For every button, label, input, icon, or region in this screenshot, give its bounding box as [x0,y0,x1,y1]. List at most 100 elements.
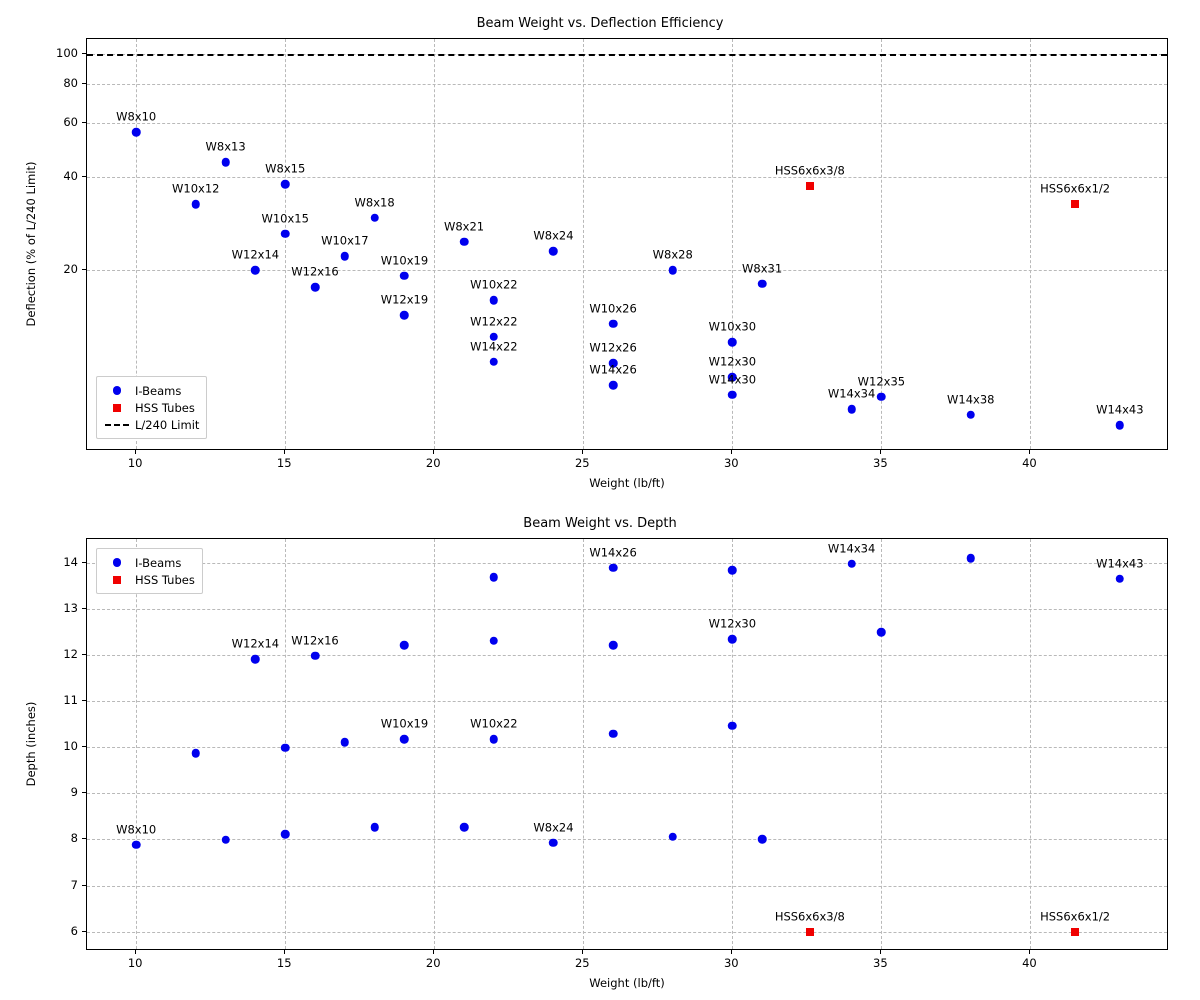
data-point [1115,420,1125,430]
gridline-horizontal [87,270,1167,272]
point-label: W10x22 [470,277,518,292]
point-label: W10x26 [589,301,637,316]
gridline-vertical [583,39,585,449]
point-label: W8x31 [742,261,783,276]
y-tick-label: 60 [63,114,78,129]
y-tick-mark [82,930,86,932]
data-point [489,357,499,367]
data-point [1071,200,1080,209]
x-tick-mark [731,950,733,954]
x-tick-mark [135,450,137,454]
y-axis-title-top: Deflection (% of L/240 Limit) [24,161,38,327]
circle-marker-icon [112,386,122,395]
x-tick-mark [1029,450,1031,454]
y-tick-mark [82,176,86,178]
data-point [221,835,230,845]
data-point [608,358,618,368]
point-label: W12x22 [470,314,518,329]
limit-line-l240 [87,54,1167,57]
y-tick-mark [82,884,86,886]
data-point [1115,574,1125,583]
data-point [370,213,379,222]
legend-marker-circle [104,386,130,395]
point-label: W8x18 [354,195,395,210]
gridline-horizontal [87,122,1167,124]
data-point [489,636,499,646]
data-point [966,554,976,563]
legend-row: L/240 Limit [104,416,199,433]
point-label: W12x30 [708,354,757,369]
data-point [847,404,856,414]
x-tick-label: 35 [873,456,888,470]
data-point [728,337,737,347]
x-tick-label: 40 [1022,456,1037,470]
y-tick-label: 100 [56,46,78,61]
data-point [280,229,290,239]
data-point [877,392,886,401]
plot-area-bottom: W8x10 W12x14 W12x16 W10x19 W10x22 W8x24 W14x26… [86,538,1168,950]
x-tick-mark [135,950,137,954]
data-point [608,641,618,650]
gridline-vertical [732,539,734,949]
data-point [251,265,260,275]
point-label: W10x22 [470,716,518,731]
point-label: W14x30 [708,372,757,387]
y-tick-mark [82,53,86,55]
point-label: W12x19 [380,292,429,307]
square-marker-icon [113,403,121,412]
y-tick-label: 14 [63,554,78,569]
point-label: W12x16 [291,633,339,648]
legend-row: I-Beams [104,382,199,399]
y-tick-mark [82,269,86,271]
x-tick-mark [880,450,882,454]
data-point [251,655,260,664]
point-label: W14x43 [1096,402,1144,417]
data-point [728,373,737,382]
data-point [757,279,767,288]
gridline-horizontal [87,562,1167,564]
gridline-vertical [434,539,436,949]
gridline-vertical [1030,39,1032,449]
y-tick-mark [82,792,86,794]
gridline-vertical [434,39,436,449]
point-label: W10x30 [708,319,757,334]
data-point [191,749,201,758]
data-point [280,179,290,189]
data-point [489,332,499,341]
point-label: HSS6x6x3/8 [774,909,845,924]
data-point [400,271,409,280]
y-tick-label: 9 [70,785,78,800]
x-tick-mark [433,950,435,954]
data-point [280,830,290,839]
legend-bottom[interactable]: I-Beams HSS Tubes [96,548,203,594]
x-axis-title-bottom: Weight (lb/ft) [589,976,665,990]
point-label: W14x43 [1096,556,1144,571]
legend-top[interactable]: I-Beams HSS Tubes L/240 Limit [96,376,208,439]
legend-label: HSS Tubes [135,400,195,415]
data-point [459,822,469,832]
point-label: W8x15 [265,161,306,176]
data-point [805,181,814,190]
gridline-horizontal [87,885,1167,887]
data-point [370,823,379,832]
gridline-vertical [136,39,138,449]
gridline-vertical [1030,539,1032,949]
data-point [966,410,976,420]
data-point [728,635,737,644]
x-tick-mark [880,950,882,954]
data-point [805,927,814,936]
y-tick-mark [82,654,86,656]
legend-marker-square [104,575,130,584]
x-tick-label: 10 [127,456,143,470]
point-label: W8x10 [116,109,157,124]
legend-label: I-Beams [135,555,182,570]
point-label: W10x15 [261,211,309,226]
gridline-vertical [881,539,883,949]
gridline-horizontal [87,177,1167,179]
data-point [847,559,856,569]
y-tick-mark [82,83,86,85]
legend-label: L/240 Limit [135,417,200,432]
point-label: W12x30 [708,616,757,631]
gridline-horizontal [87,747,1167,749]
